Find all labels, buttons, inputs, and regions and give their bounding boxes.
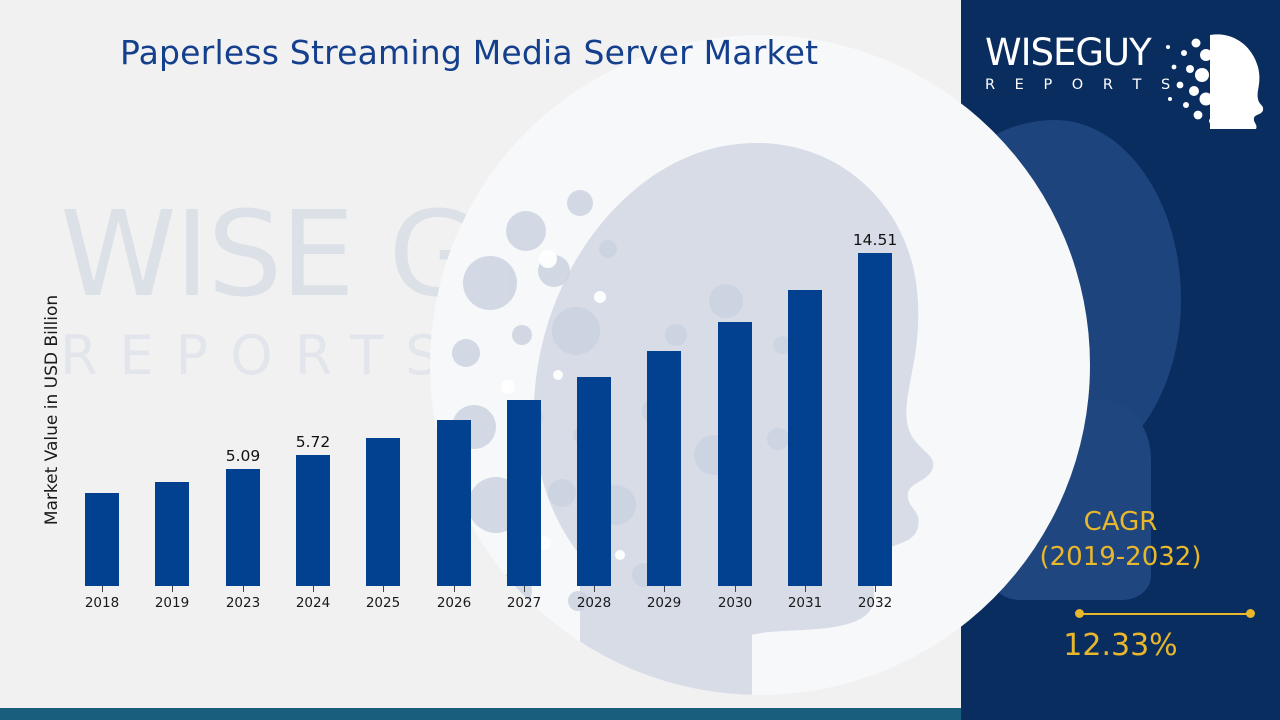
bar-2029: [647, 351, 681, 586]
bottom-accent-strip: [0, 708, 961, 720]
bar-2018: [85, 493, 119, 586]
page-title: Paperless Streaming Media Server Market: [120, 33, 819, 72]
divider-dot-right-icon: [1246, 609, 1255, 618]
logo-subtitle: R E P O R T S: [985, 77, 1178, 93]
x-tick-2023: [243, 586, 244, 592]
x-tick-2026: [454, 586, 455, 592]
bar-2031: [788, 290, 822, 586]
x-tick-label-2026: 2026: [436, 595, 472, 611]
x-tick-label-2028: 2028: [576, 595, 612, 611]
x-tick-label-2025: 2025: [365, 595, 401, 611]
bar-value-2023: 5.09: [225, 447, 261, 465]
x-tick-2030: [735, 586, 736, 592]
x-tick-2029: [664, 586, 665, 592]
brand-logo: WISEGUY R E P O R T S: [985, 33, 1264, 129]
x-tick-label-2031: 2031: [787, 595, 823, 611]
x-tick-label-2029: 2029: [646, 595, 682, 611]
x-tick-2032: [875, 586, 876, 592]
logo-wordmark: WISEGUY: [985, 33, 1260, 73]
x-tick-2019: [172, 586, 173, 592]
x-tick-2031: [805, 586, 806, 592]
x-tick-label-2032: 2032: [857, 595, 893, 611]
bar-2027: [507, 400, 541, 586]
x-tick-2027: [524, 586, 525, 592]
bar-2023: [226, 469, 260, 586]
x-tick-label-2018: 2018: [84, 595, 120, 611]
logo-head-dots-icon: [1166, 34, 1264, 129]
bar-2025: [366, 438, 400, 586]
x-tick-2028: [594, 586, 595, 592]
cagr-value: 12.33%: [1063, 628, 1178, 663]
divider-dot-left-icon: [1075, 609, 1084, 618]
x-tick-label-2027: 2027: [506, 595, 542, 611]
bar-2019: [155, 482, 189, 586]
bar-series: 2018 2019 5.09 2023 5.72 2024 2025 2026 2027 2028…: [84, 231, 898, 611]
bar-2032: [858, 253, 892, 586]
x-tick-2024: [313, 586, 314, 592]
cagr-label: CAGR: [1083, 507, 1158, 537]
cagr-panel: CAGR (2019-2032): [961, 0, 1280, 720]
bar-2028: [577, 377, 611, 586]
bar-2030: [718, 322, 752, 586]
cagr-block: CAGR (2019-2032): [961, 505, 1280, 575]
x-tick-label-2024: 2024: [295, 595, 331, 611]
bar-value-2032: 14.51: [852, 231, 898, 249]
cagr-range: (2019-2032): [1039, 542, 1202, 572]
x-tick-label-2030: 2030: [717, 595, 753, 611]
x-tick-2025: [383, 586, 384, 592]
bar-2024: [296, 455, 330, 586]
cagr-divider: [1075, 609, 1255, 618]
logo-word-guy: GUY: [1075, 31, 1151, 74]
x-tick-label-2023: 2023: [225, 595, 261, 611]
divider-line: [1081, 612, 1249, 615]
x-tick-label-2019: 2019: [154, 595, 190, 611]
x-tick-2018: [102, 586, 103, 592]
bar-2026: [437, 420, 471, 586]
bar-value-2024: 5.72: [295, 433, 331, 451]
chart-plot-area: Market Value in USD Billion 2018 2019 5.09…: [42, 231, 898, 611]
logo-word-wise: WISE: [985, 31, 1076, 74]
